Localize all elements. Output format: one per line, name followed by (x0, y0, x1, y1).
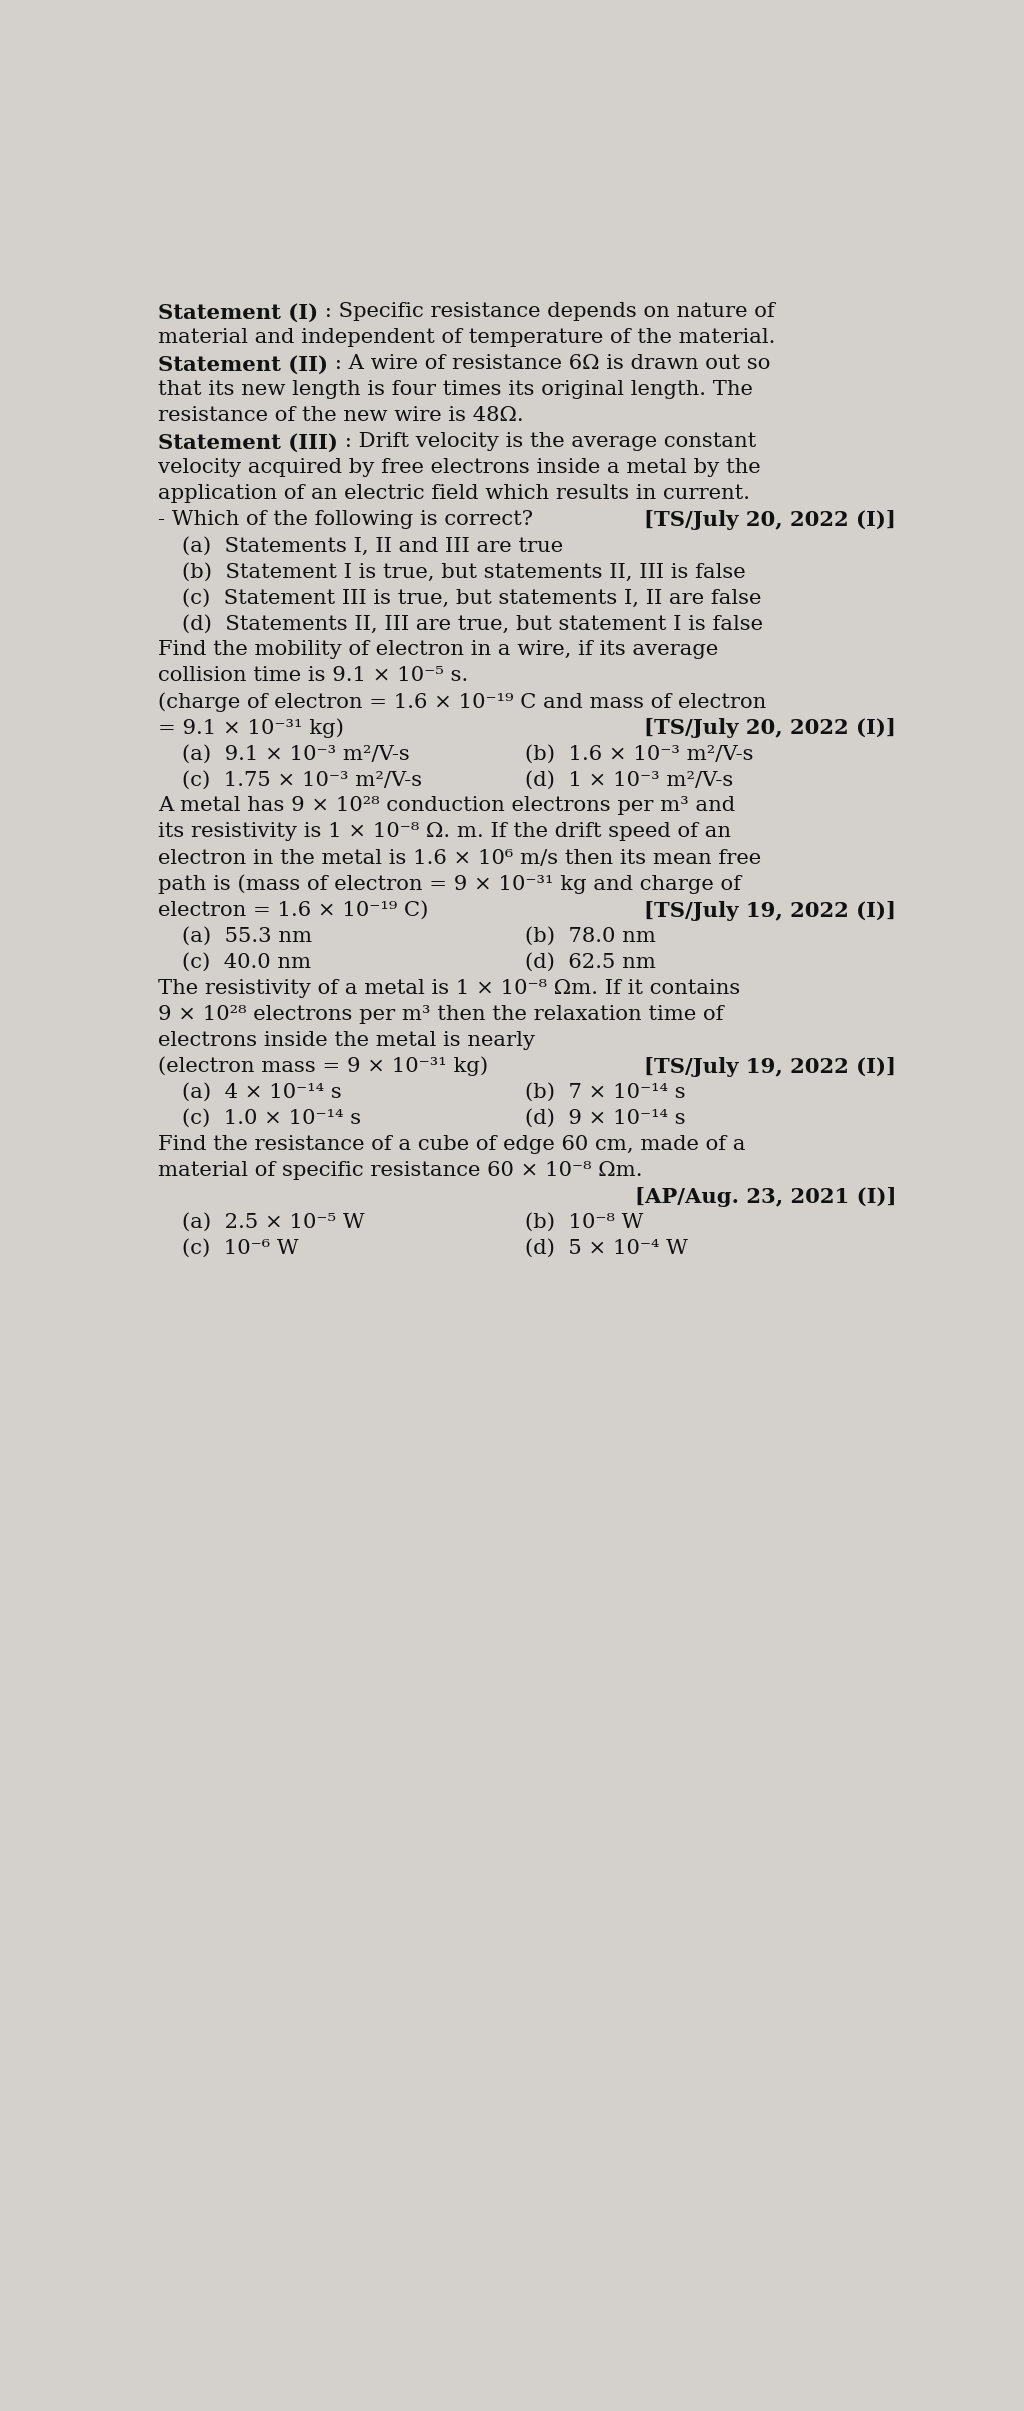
Text: (d)  1 × 10⁻³ m²/V-s: (d) 1 × 10⁻³ m²/V-s (524, 772, 733, 788)
Text: collision time is 9.1 × 10⁻⁵ s.: collision time is 9.1 × 10⁻⁵ s. (158, 665, 468, 685)
Text: (c)  40.0 nm: (c) 40.0 nm (182, 952, 311, 972)
Text: (a)  Statements I, II and III are true: (a) Statements I, II and III are true (182, 535, 563, 555)
Text: Statement (II): Statement (II) (158, 354, 328, 374)
Text: : A wire of resistance 6Ω is drawn out so: : A wire of resistance 6Ω is drawn out s… (328, 354, 770, 374)
Text: (c)  10⁻⁶ W: (c) 10⁻⁶ W (182, 1239, 299, 1259)
Text: (b)  Statement I is true, but statements II, III is false: (b) Statement I is true, but statements … (182, 562, 745, 581)
Text: (b)  1.6 × 10⁻³ m²/V-s: (b) 1.6 × 10⁻³ m²/V-s (524, 745, 754, 764)
Text: velocity acquired by free electrons inside a metal by the: velocity acquired by free electrons insi… (158, 458, 761, 477)
Text: path is (mass of electron = 9 × 10⁻³¹ kg and charge of: path is (mass of electron = 9 × 10⁻³¹ kg… (158, 875, 741, 894)
Text: A metal has 9 × 10²⁸ conduction electrons per m³ and: A metal has 9 × 10²⁸ conduction electron… (158, 796, 735, 815)
Text: = 9.1 × 10⁻³¹ kg): = 9.1 × 10⁻³¹ kg) (158, 718, 344, 738)
Text: (b)  10⁻⁸ W: (b) 10⁻⁸ W (524, 1213, 643, 1232)
Text: [TS/July 19, 2022 (I)]: [TS/July 19, 2022 (I)] (644, 902, 896, 921)
Text: (c)  1.0 × 10⁻¹⁴ s: (c) 1.0 × 10⁻¹⁴ s (182, 1109, 361, 1128)
Text: that its new length is four times its original length. The: that its new length is four times its or… (158, 381, 753, 400)
Text: : Drift velocity is the average constant: : Drift velocity is the average constant (338, 432, 757, 451)
Text: [TS/July 20, 2022 (I)]: [TS/July 20, 2022 (I)] (644, 511, 896, 530)
Text: electron = 1.6 × 10⁻¹⁹ C): electron = 1.6 × 10⁻¹⁹ C) (158, 902, 428, 919)
Text: (b)  78.0 nm: (b) 78.0 nm (524, 926, 655, 945)
Text: (b)  7 × 10⁻¹⁴ s: (b) 7 × 10⁻¹⁴ s (524, 1083, 685, 1102)
Text: (d)  5 × 10⁻⁴ W: (d) 5 × 10⁻⁴ W (524, 1239, 688, 1259)
Text: (a)  4 × 10⁻¹⁴ s: (a) 4 × 10⁻¹⁴ s (182, 1083, 342, 1102)
Text: (d)  9 × 10⁻¹⁴ s: (d) 9 × 10⁻¹⁴ s (524, 1109, 685, 1128)
Text: (charge of electron = 1.6 × 10⁻¹⁹ C and mass of electron: (charge of electron = 1.6 × 10⁻¹⁹ C and … (158, 692, 766, 711)
Text: (electron mass = 9 × 10⁻³¹ kg): (electron mass = 9 × 10⁻³¹ kg) (158, 1056, 488, 1075)
Text: Statement (III): Statement (III) (158, 432, 338, 453)
Text: The resistivity of a metal is 1 × 10⁻⁸ Ωm. If it contains: The resistivity of a metal is 1 × 10⁻⁸ Ω… (158, 979, 740, 998)
Text: electron in the metal is 1.6 × 10⁶ m/s then its mean free: electron in the metal is 1.6 × 10⁶ m/s t… (158, 849, 761, 868)
Text: Find the resistance of a cube of edge 60 cm, made of a: Find the resistance of a cube of edge 60… (158, 1136, 745, 1152)
Text: material and independent of temperature of the material.: material and independent of temperature … (158, 328, 775, 347)
Text: (c)  Statement III is true, but statements I, II are false: (c) Statement III is true, but statement… (182, 588, 761, 608)
Text: - Which of the following is correct?: - Which of the following is correct? (158, 511, 534, 530)
Text: (d)  Statements II, III are true, but statement I is false: (d) Statements II, III are true, but sta… (182, 615, 763, 634)
Text: (a)  9.1 × 10⁻³ m²/V-s: (a) 9.1 × 10⁻³ m²/V-s (182, 745, 410, 764)
Text: : Specific resistance depends on nature of: : Specific resistance depends on nature … (318, 301, 775, 321)
Text: [AP/Aug. 23, 2021 (I)]: [AP/Aug. 23, 2021 (I)] (635, 1186, 896, 1206)
Text: [TS/July 20, 2022 (I)]: [TS/July 20, 2022 (I)] (644, 718, 896, 738)
Text: 9 × 10²⁸ electrons per m³ then the relaxation time of: 9 × 10²⁸ electrons per m³ then the relax… (158, 1005, 724, 1025)
Text: (a)  2.5 × 10⁻⁵ W: (a) 2.5 × 10⁻⁵ W (182, 1213, 365, 1232)
Text: its resistivity is 1 × 10⁻⁸ Ω. m. If the drift speed of an: its resistivity is 1 × 10⁻⁸ Ω. m. If the… (158, 822, 731, 841)
Text: Find the mobility of electron in a wire, if its average: Find the mobility of electron in a wire,… (158, 641, 719, 661)
Text: (d)  62.5 nm: (d) 62.5 nm (524, 952, 655, 972)
Text: resistance of the new wire is 48Ω.: resistance of the new wire is 48Ω. (158, 407, 524, 424)
Text: application of an electric field which results in current.: application of an electric field which r… (158, 485, 751, 504)
Text: Statement (I): Statement (I) (158, 301, 318, 323)
Text: (a)  55.3 nm: (a) 55.3 nm (182, 926, 312, 945)
Text: electrons inside the metal is nearly: electrons inside the metal is nearly (158, 1029, 536, 1049)
Text: material of specific resistance 60 × 10⁻⁸ Ωm.: material of specific resistance 60 × 10⁻… (158, 1160, 643, 1179)
Text: [TS/July 19, 2022 (I)]: [TS/July 19, 2022 (I)] (644, 1056, 896, 1078)
Text: (c)  1.75 × 10⁻³ m²/V-s: (c) 1.75 × 10⁻³ m²/V-s (182, 772, 422, 788)
